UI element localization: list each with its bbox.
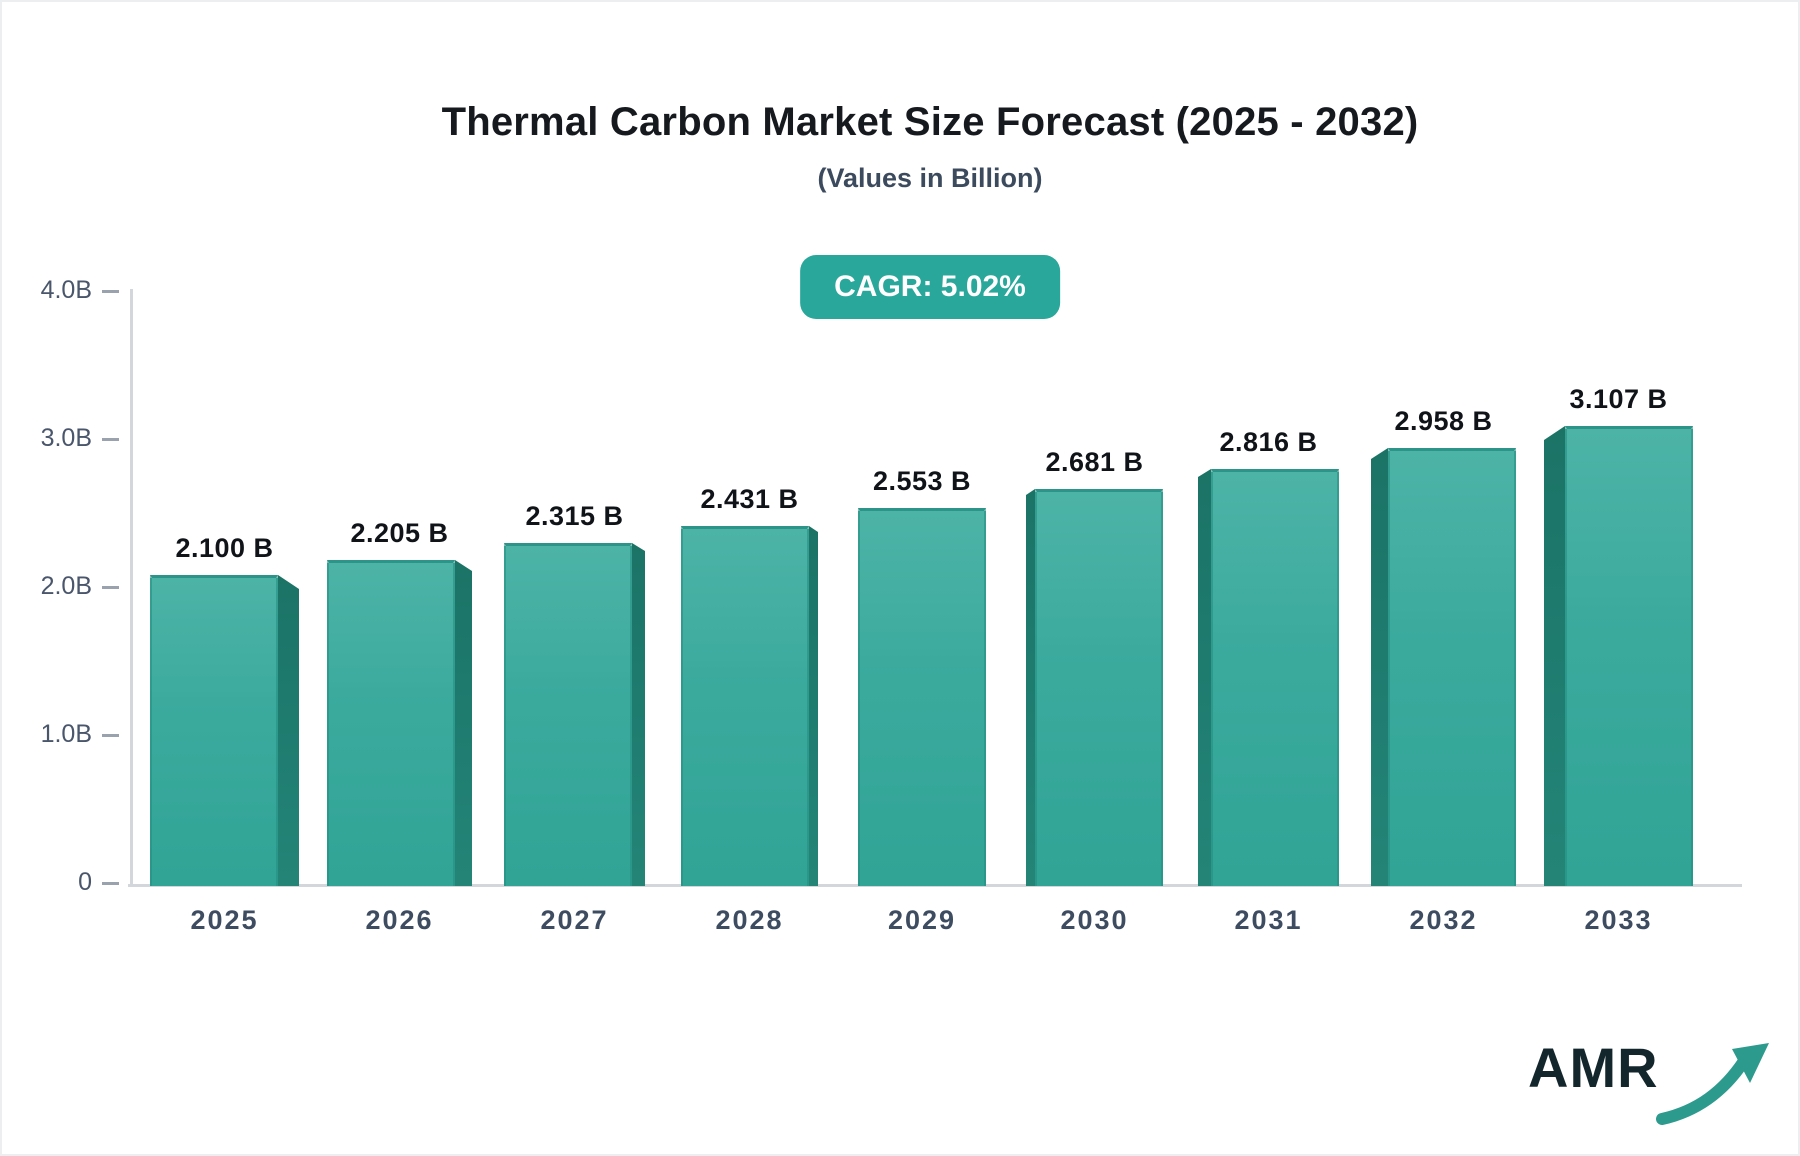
y-tick-dash bbox=[102, 734, 119, 737]
x-axis-label-2032: 2032 bbox=[1409, 905, 1478, 935]
bar-2025-face bbox=[150, 575, 278, 886]
x-axis-label-2028: 2028 bbox=[715, 905, 784, 935]
x-axis-label-2027: 2027 bbox=[540, 905, 609, 935]
bar-2026-face bbox=[327, 560, 455, 886]
bar-2029-value-label: 2.553 B bbox=[872, 466, 972, 496]
x-axis-label-2026: 2026 bbox=[365, 905, 434, 935]
bar-2026-side bbox=[455, 560, 472, 886]
x-axis-label-2030: 2030 bbox=[1060, 905, 1129, 935]
bar-2029-face bbox=[858, 508, 986, 886]
x-axis-label-2025: 2025 bbox=[190, 905, 259, 935]
cagr-badge: CAGR: 5.02% bbox=[800, 255, 1060, 319]
bar-2032-side bbox=[1371, 448, 1388, 886]
chart-title: Thermal Carbon Market Size Forecast (202… bbox=[441, 100, 1419, 144]
bar-2033-face bbox=[1565, 426, 1693, 886]
bar-2031-face bbox=[1211, 469, 1339, 886]
bar-2027-face bbox=[504, 543, 632, 886]
y-tick-label-0: 0 bbox=[78, 868, 92, 896]
bar-2031-value-label: 2.816 B bbox=[1219, 427, 1318, 457]
x-axis-label-2033: 2033 bbox=[1584, 905, 1653, 935]
bar-2033-side bbox=[1544, 426, 1565, 886]
y-tick-dash bbox=[102, 882, 119, 885]
y-tick-label-2.0B: 2.0B bbox=[40, 572, 92, 600]
y-tick-dash bbox=[102, 438, 119, 441]
bar-2027-value-label: 2.315 B bbox=[525, 501, 624, 531]
bar-2030-side bbox=[1026, 489, 1035, 886]
bar-2028-side bbox=[809, 526, 818, 886]
bar-2032-value-label: 2.958 B bbox=[1394, 406, 1493, 436]
bar-2028-value-label: 2.431 B bbox=[700, 484, 799, 514]
bar-2025-side bbox=[278, 575, 299, 886]
y-axis-line bbox=[130, 289, 133, 886]
growth-arrow-icon bbox=[1656, 1043, 1769, 1125]
y-tick-label-4.0B: 4.0B bbox=[40, 276, 92, 304]
amr-logo-text: AMR bbox=[1528, 1036, 1659, 1099]
bar-2030-face bbox=[1035, 489, 1163, 886]
y-tick-label-3.0B: 3.0B bbox=[40, 424, 92, 452]
bar-2030-value-label: 2.681 B bbox=[1045, 447, 1144, 477]
bar-2025-value-label: 2.100 B bbox=[175, 533, 274, 563]
amr-logo: AMR bbox=[1528, 1035, 1769, 1125]
bar-2028-face bbox=[681, 526, 809, 886]
y-tick-dash bbox=[102, 290, 119, 293]
bar-2026-value-label: 2.205 B bbox=[350, 518, 449, 548]
y-tick-label-1.0B: 1.0B bbox=[40, 720, 92, 748]
bar-2032-face bbox=[1388, 448, 1516, 886]
x-axis-label-2029: 2029 bbox=[887, 905, 957, 935]
bar-2027-side bbox=[632, 543, 645, 886]
chart-subtitle: (Values in Billion) bbox=[817, 163, 1043, 193]
bar-2031-side bbox=[1198, 469, 1211, 886]
x-axis-label-2031: 2031 bbox=[1234, 905, 1303, 935]
y-tick-dash bbox=[102, 586, 119, 589]
bar-2033-value-label: 3.107 B bbox=[1569, 384, 1668, 414]
